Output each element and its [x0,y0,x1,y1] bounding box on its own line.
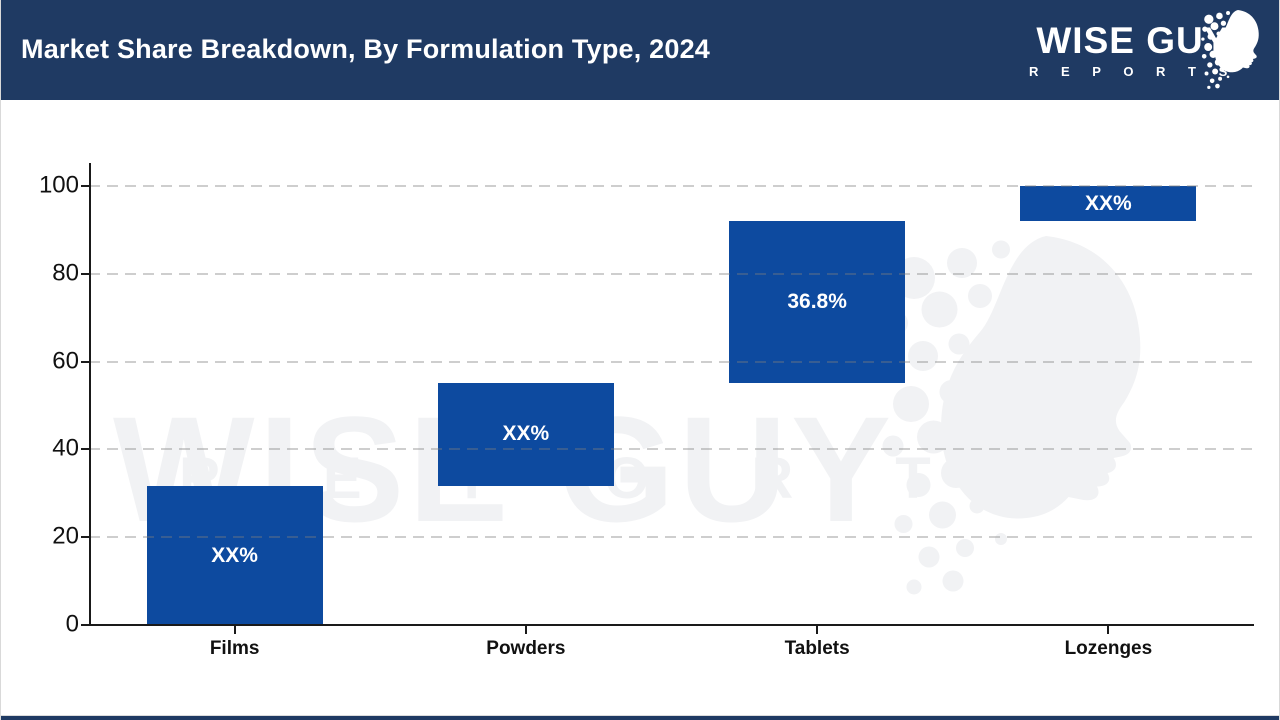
x-category-label-films: Films [209,638,260,659]
y-tick-label: 80 [52,259,79,287]
y-tick-label: 60 [52,347,79,375]
logo-wordmark: WISE GUY [1036,20,1230,61]
gridline-40 [89,448,1254,451]
wise-guy-face-icon [1201,9,1259,90]
bar-films [146,486,323,625]
x-tick-mark-lozenges [1107,626,1110,634]
gridline-100 [89,185,1254,187]
x-category-label-powders: Powders [486,638,566,659]
y-tick-label: 0 [65,610,79,638]
page-title: Market Share Breakdown, By Formulation T… [21,34,711,64]
x-tick-mark-tablets [816,626,819,634]
gridline-60 [89,360,1254,363]
y-tick-mark [81,448,89,451]
x-category-label-tablets: Tablets [784,638,850,659]
bar-powders [437,382,614,487]
x-tick-mark-films [233,626,236,634]
bar-label-tablets: 36.8% [787,289,847,313]
bar-label-powders: XX% [502,422,550,446]
y-tick-mark [81,536,89,539]
gridline-20 [89,536,1254,539]
wise-guy-logo: WISE GUY R E P O R T S [1013,6,1277,96]
y-tick-mark [81,624,89,626]
gridline-80 [89,272,1254,275]
x-tick-mark-powders [524,626,527,634]
x-axis-line [82,624,1254,626]
y-tick-label: 100 [38,171,79,199]
x-category-label-lozenges: Lozenges [1064,638,1153,659]
y-tick-mark [81,185,89,187]
y-tick-label: 20 [52,522,79,550]
chart-canvas: WISE GUY REPORTS 0 20 40 60 80 100 XX% XX% 36.8%… [1,100,1279,715]
bar-label-films: XX% [211,543,258,567]
y-tick-mark [81,272,89,275]
logo-text: WISE GUY R E P O R T S [1029,20,1237,79]
y-tick-label: 40 [52,434,79,462]
bar-lozenges [1020,186,1197,222]
header-bar: Market Share Breakdown, By Formulation T… [1,0,1279,100]
footer-bar [1,715,1279,720]
y-axis-line [89,163,91,626]
y-tick-mark [81,360,89,363]
plot-area: 0 20 40 60 80 100 XX% XX% 36.8% XX% Films Powders Ta… [1,100,1279,715]
bar-label-lozenges: XX% [1085,191,1132,215]
bar-tablets [729,221,906,383]
logo-subtitle: R E P O R T S [1029,64,1237,79]
